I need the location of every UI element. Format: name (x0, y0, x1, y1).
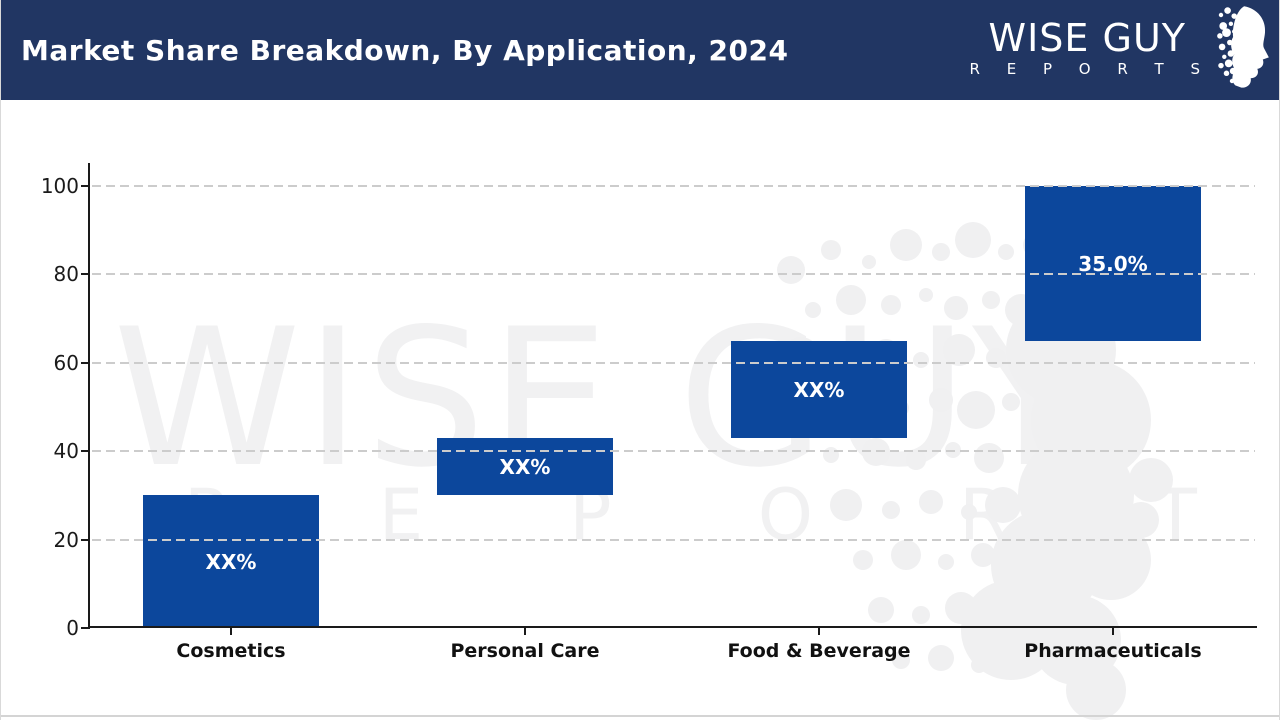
bar-pharmaceuticals (1025, 186, 1201, 341)
y-tick-label-0: 0 (66, 616, 79, 640)
bar-value-label-cosmetics: XX% (205, 549, 257, 574)
y-tick-60 (81, 362, 88, 364)
x-tick-label-personal-care: Personal Care (450, 640, 600, 662)
y-tick-0 (81, 627, 88, 629)
y-tick-20 (81, 539, 88, 541)
logo-text: WISE GUY R E P O R T S (964, 16, 1211, 78)
gridline-100 (92, 185, 1255, 187)
gridline-60 (92, 362, 1255, 364)
y-tick-100 (81, 185, 88, 187)
y-tick-label-20: 20 (53, 528, 79, 552)
chart-title: Market Share Breakdown, By Application, … (21, 33, 789, 67)
bar-personal-care (437, 438, 613, 495)
header-bar: Market Share Breakdown, By Application, … (1, 0, 1279, 100)
x-tick-label-cosmetics: Cosmetics (176, 640, 286, 662)
bar-value-label-food-beverage: XX% (793, 377, 845, 402)
x-tick-food-beverage (818, 628, 820, 635)
bar-value-label-personal-care: XX% (499, 454, 551, 479)
y-tick-label-60: 60 (53, 351, 79, 375)
gridline-20 (92, 539, 1255, 541)
y-tick-40 (81, 450, 88, 452)
gridline-80 (92, 273, 1255, 275)
gridline-40 (92, 450, 1255, 452)
x-tick-pharmaceuticals (1112, 628, 1114, 635)
x-tick-personal-care (524, 628, 526, 635)
x-tick-label-food-beverage: Food & Beverage (727, 640, 911, 662)
y-tick-label-40: 40 (53, 439, 79, 463)
x-tick-label-pharmaceuticals: Pharmaceuticals (1024, 640, 1202, 662)
bottom-border (1, 715, 1279, 717)
logo-wordmark: WISE GUY (988, 16, 1186, 61)
y-tick-label-80: 80 (53, 262, 79, 286)
x-tick-cosmetics (230, 628, 232, 635)
logo-tagline: R E P O R T S (969, 59, 1211, 78)
y-tick-label-100: 100 (40, 174, 79, 198)
wiseguy-logo: WISE GUY R E P O R T S (964, 4, 1271, 92)
wiseguy-face-icon (1217, 6, 1269, 88)
bar-value-label-pharmaceuticals: 35.0% (1078, 251, 1148, 276)
bar-cosmetics (143, 495, 319, 628)
bar-food-beverage (731, 341, 907, 438)
y-tick-80 (81, 273, 88, 275)
x-axis-spine (88, 626, 1257, 628)
y-axis-spine (88, 163, 90, 629)
